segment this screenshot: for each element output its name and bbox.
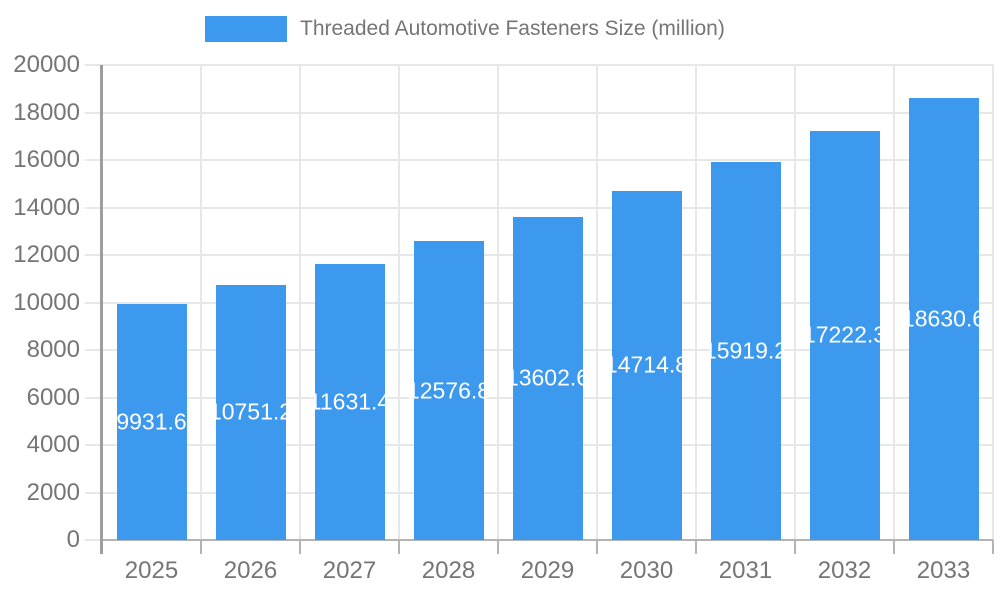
y-axis-tick-label: 6000 bbox=[26, 383, 80, 411]
y-axis-tick-label: 16000 bbox=[13, 146, 80, 173]
y-axis-line bbox=[100, 65, 103, 554]
bar[interactable]: 11631.4 bbox=[309, 263, 390, 540]
bar-value-label: 18630.6 bbox=[901, 305, 986, 332]
x-gridline bbox=[992, 65, 994, 540]
x-axis-tick-label: 2026 bbox=[223, 557, 278, 584]
x-gridline bbox=[398, 65, 400, 540]
y-axis-tick-label: 12000 bbox=[13, 241, 80, 268]
x-axis-tick bbox=[794, 540, 796, 554]
bar[interactable]: 13602.6 bbox=[506, 216, 589, 540]
x-axis-tick bbox=[497, 540, 499, 554]
bar-value-label: 10751.2 bbox=[208, 398, 293, 425]
y-axis-tick-label: 20000 bbox=[13, 51, 80, 78]
x-gridline bbox=[893, 65, 895, 540]
bar[interactable]: 15919.2 bbox=[704, 161, 787, 540]
y-axis-tick-label: 8000 bbox=[26, 336, 80, 363]
bar[interactable]: 17222.3 bbox=[803, 130, 886, 540]
bar-value-label: 9931.6 bbox=[116, 408, 187, 435]
bar[interactable]: 10751.2 bbox=[209, 284, 292, 540]
x-axis-tick bbox=[299, 540, 301, 554]
x-axis-tick-label: 2031 bbox=[718, 557, 773, 584]
x-axis-tick bbox=[596, 540, 598, 554]
y-axis-tick-label: 0 bbox=[66, 526, 80, 553]
x-axis-tick bbox=[200, 540, 202, 554]
x-gridline bbox=[794, 65, 796, 540]
x-gridline bbox=[497, 65, 499, 540]
bar[interactable]: 9931.6 bbox=[116, 304, 187, 540]
x-axis-tick-label: 2030 bbox=[619, 557, 674, 584]
bar[interactable]: 14714.8 bbox=[605, 190, 688, 540]
x-axis-tick bbox=[992, 540, 994, 554]
x-gridline bbox=[695, 65, 697, 540]
y-axis-tick-label: 4000 bbox=[26, 431, 80, 458]
legend-label: Threaded Automotive Fasteners Size (mill… bbox=[300, 17, 725, 40]
y-axis-tick-label: 10000 bbox=[13, 288, 80, 316]
y-gridline bbox=[85, 111, 993, 114]
x-axis-tick bbox=[398, 540, 400, 554]
legend[interactable]: Threaded Automotive Fasteners Size (mill… bbox=[205, 16, 725, 42]
bar-value-label: 13602.6 bbox=[505, 364, 590, 391]
bar-value-label: 11631.4 bbox=[308, 388, 391, 415]
bar-value-label: 14714.8 bbox=[604, 351, 689, 378]
x-gridline bbox=[200, 65, 202, 540]
y-gridline bbox=[85, 64, 993, 66]
y-gridline bbox=[85, 159, 993, 161]
x-axis-tick-label: 2025 bbox=[124, 557, 179, 584]
x-axis-tick-label: 2027 bbox=[322, 557, 377, 584]
x-gridline bbox=[299, 65, 301, 540]
y-axis-tick-label: 18000 bbox=[13, 98, 80, 126]
x-axis-tick bbox=[893, 540, 895, 554]
bar-value-label: 15919.2 bbox=[703, 337, 788, 364]
x-gridline bbox=[596, 65, 598, 540]
bar-value-label: 17222.3 bbox=[802, 321, 887, 348]
y-axis-tick-label: 2000 bbox=[26, 478, 80, 506]
y-axis-tick-label: 14000 bbox=[13, 193, 80, 221]
legend-swatch-icon[interactable] bbox=[205, 16, 287, 42]
y-gridline bbox=[85, 206, 993, 209]
x-axis-line bbox=[102, 539, 993, 541]
bar[interactable]: 12576.8 bbox=[407, 241, 490, 540]
x-axis-tick-label: 2032 bbox=[817, 557, 872, 584]
bar-value-label: 12576.8 bbox=[406, 377, 491, 404]
x-axis-tick bbox=[695, 540, 697, 554]
x-axis-tick-label: 2028 bbox=[421, 557, 476, 584]
bar[interactable]: 18630.6 bbox=[902, 97, 985, 540]
x-axis-tick-label: 2029 bbox=[520, 557, 575, 584]
x-axis-tick-label: 2033 bbox=[916, 557, 971, 584]
